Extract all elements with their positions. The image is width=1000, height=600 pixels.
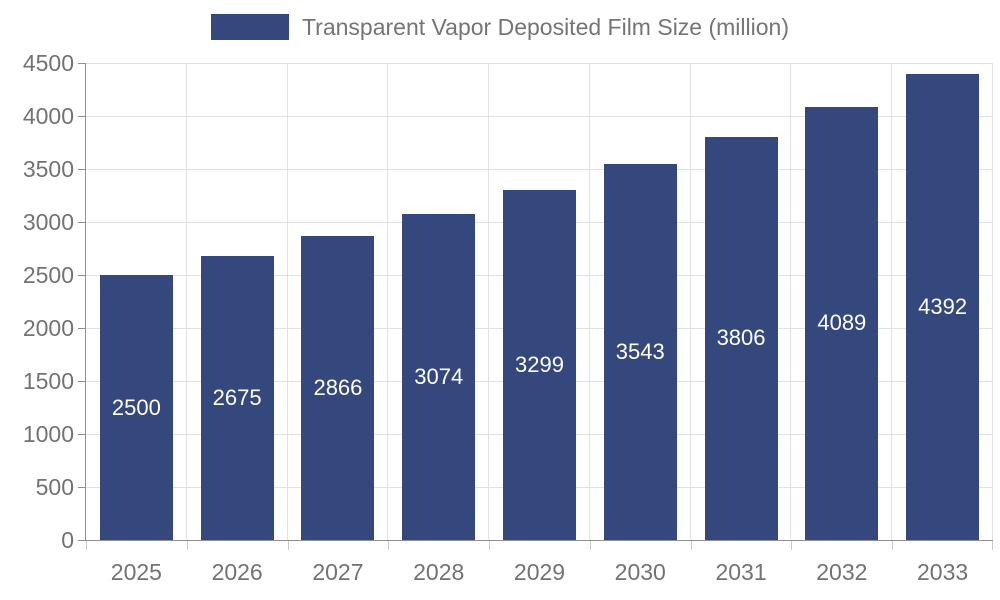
y-axis-tick-label: 4500 (22, 50, 74, 76)
bar-2027: 2866 (301, 236, 375, 540)
bar-2025: 2500 (99, 275, 173, 540)
y-axis-tick (78, 328, 85, 329)
y-axis-line (85, 63, 86, 540)
x-axis-tick-label: 2029 (513, 559, 566, 585)
y-axis-tick-label: 2000 (22, 315, 74, 341)
x-gridline (185, 63, 187, 540)
bar-value-label: 3299 (515, 352, 564, 378)
y-axis-tick-label: 3000 (22, 209, 74, 235)
y-axis-tick-label: 500 (35, 474, 74, 500)
legend-label: Transparent Vapor Deposited Film Size (m… (301, 14, 789, 40)
bar-2033: 4392 (906, 74, 980, 540)
x-axis-tick-label: 2028 (413, 559, 465, 585)
x-axis-tick-label: 2027 (312, 559, 364, 585)
bar-value-label: 4392 (918, 294, 968, 320)
y-axis-tick (78, 434, 85, 435)
plot-area: 2500 2675 2866 3074 3299 3543 3806 4089 4392 (78, 63, 993, 550)
y-gridline (86, 169, 993, 170)
x-gridline (488, 63, 490, 540)
y-axis-tick (78, 487, 85, 488)
x-gridline (790, 63, 792, 540)
bar-value-label: 3806 (716, 325, 766, 351)
y-axis-tick (78, 63, 85, 64)
bar-2032: 4089 (805, 106, 879, 540)
x-axis-tick-label: 2026 (211, 559, 263, 585)
x-gridline (992, 63, 993, 540)
x-axis-line (85, 540, 993, 541)
bar-2028: 3074 (402, 214, 476, 540)
y-axis-tick (78, 169, 85, 170)
x-gridline (689, 63, 691, 540)
x-axis-tick-label: 2032 (816, 559, 868, 585)
y-gridline (86, 116, 993, 117)
x-axis-tick-label: 2033 (917, 559, 969, 585)
bar-value-label: 3543 (615, 339, 665, 365)
x-gridline (891, 63, 893, 540)
y-axis-tick (78, 540, 85, 541)
bar-2030: 3543 (603, 164, 677, 540)
bar-2031: 3806 (704, 136, 778, 540)
x-gridline (387, 63, 389, 540)
y-axis-tick-label: 0 (61, 527, 74, 553)
bar-2026: 2675 (200, 256, 274, 540)
x-axis-tick (86, 541, 87, 550)
x-axis-tick (589, 541, 591, 550)
bar-value-label: 2500 (111, 394, 161, 420)
chart-legend[interactable]: Transparent Vapor Deposited Film Size (m… (0, 14, 1000, 40)
legend-swatch-icon (210, 14, 289, 40)
y-gridline (86, 63, 993, 64)
y-axis-tick (78, 116, 85, 117)
y-axis-tick-label: 1500 (22, 368, 74, 394)
x-axis-tick (791, 541, 793, 550)
x-gridline (588, 63, 590, 540)
x-axis-tick (186, 541, 188, 550)
x-axis-tick (992, 541, 993, 550)
x-axis-tick-label: 2031 (715, 559, 767, 585)
bar-value-label: 4089 (817, 310, 867, 336)
bar-value-label: 2675 (212, 385, 262, 411)
bar-2029: 3299 (503, 190, 576, 540)
x-axis-tick (287, 541, 289, 550)
x-axis-tick (388, 541, 390, 550)
x-axis-tick (489, 541, 491, 550)
y-axis-tick-label: 4000 (22, 103, 74, 129)
x-axis-tick-label: 2025 (110, 559, 162, 585)
bar-value-label: 3074 (414, 364, 464, 390)
y-axis-tick-label: 2500 (22, 262, 74, 288)
x-gridline (286, 63, 288, 540)
y-axis-tick-label: 1000 (22, 421, 74, 447)
bar-value-label: 2866 (313, 375, 363, 401)
y-axis-tick (78, 275, 85, 276)
x-axis-tick-label: 2030 (614, 559, 666, 585)
y-axis-tick-label: 3500 (22, 156, 74, 182)
y-axis-tick (78, 222, 85, 223)
x-axis-tick (892, 541, 894, 550)
y-axis-tick (78, 381, 85, 382)
x-axis-tick (690, 541, 692, 550)
